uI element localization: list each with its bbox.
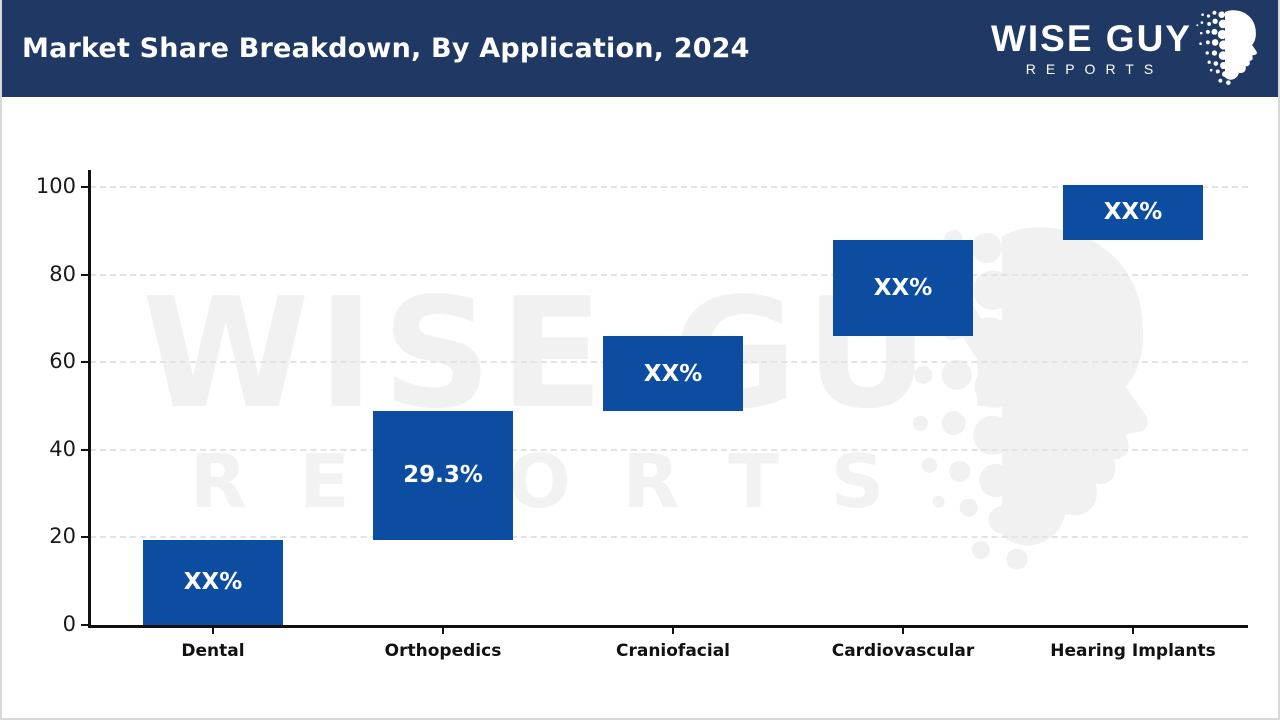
logo-text: WISE GUY REPORTS [991, 20, 1192, 77]
y-tick-mark [81, 361, 89, 364]
y-tick-mark [81, 624, 89, 626]
y-tick-label: 40 [49, 436, 76, 461]
x-tick-label-3: Craniofacial [615, 641, 730, 661]
chart-bar-hearing-implants: XX% [1063, 185, 1203, 240]
y-tick-mark [81, 536, 89, 539]
gridline-40 [90, 448, 1248, 451]
logo-line1: WISE GUY [990, 18, 1192, 59]
gridline-80 [90, 273, 1248, 276]
y-tick-label: 60 [49, 349, 76, 374]
watermark-text-line2: REPORTS [190, 439, 937, 525]
bar-value-label: XX% [643, 360, 703, 387]
chart-bar-orthopedics: 29.3% [373, 411, 513, 540]
chart-bar-cardiovascular: XX% [833, 239, 973, 337]
axis-spine-left [88, 170, 91, 627]
axis-spine-bottom [88, 625, 1248, 628]
y-tick-label: 80 [49, 261, 76, 286]
x-tick-mark [1132, 626, 1134, 634]
bar-value-label: XX% [183, 569, 243, 596]
face-profile-dots-icon [1194, 9, 1260, 89]
chart-bar-dental: XX% [143, 539, 283, 625]
page-title: Market Share Breakdown, By Application, … [22, 33, 750, 64]
x-tick-mark [212, 626, 214, 634]
bar-value-label: XX% [873, 274, 933, 301]
y-tick-label: 0 [62, 612, 76, 636]
gridline-20 [90, 536, 1248, 539]
x-tick-mark [672, 626, 674, 634]
chart-bar-craniofacial: XX% [603, 336, 743, 412]
x-tick-label-4: Cardiovascular [831, 641, 975, 661]
chart-area: WISE GUY REPORTS 0 20 40 60 80 100 XX% Dental 29… [2, 97, 1278, 718]
logo-line2: REPORTS [1025, 61, 1164, 77]
x-tick-label-2: Orthopedics [384, 641, 502, 661]
y-tick-mark [81, 273, 89, 276]
bar-value-label: XX% [1103, 199, 1163, 226]
header: Market Share Breakdown, By Application, … [2, 0, 1278, 97]
bar-value-label: 29.3% [403, 462, 483, 489]
y-tick-label: 100 [35, 174, 76, 198]
x-tick-mark [442, 626, 444, 634]
x-tick-label-1: Dental [181, 641, 245, 661]
gridline-100 [90, 186, 1248, 188]
y-tick-label: 20 [49, 524, 76, 549]
x-tick-label-5: Hearing Implants [1050, 641, 1216, 661]
y-tick-mark [81, 186, 89, 188]
x-tick-mark [902, 626, 904, 634]
y-tick-mark [81, 448, 89, 451]
wise-guy-logo: WISE GUY REPORTS [991, 9, 1260, 89]
